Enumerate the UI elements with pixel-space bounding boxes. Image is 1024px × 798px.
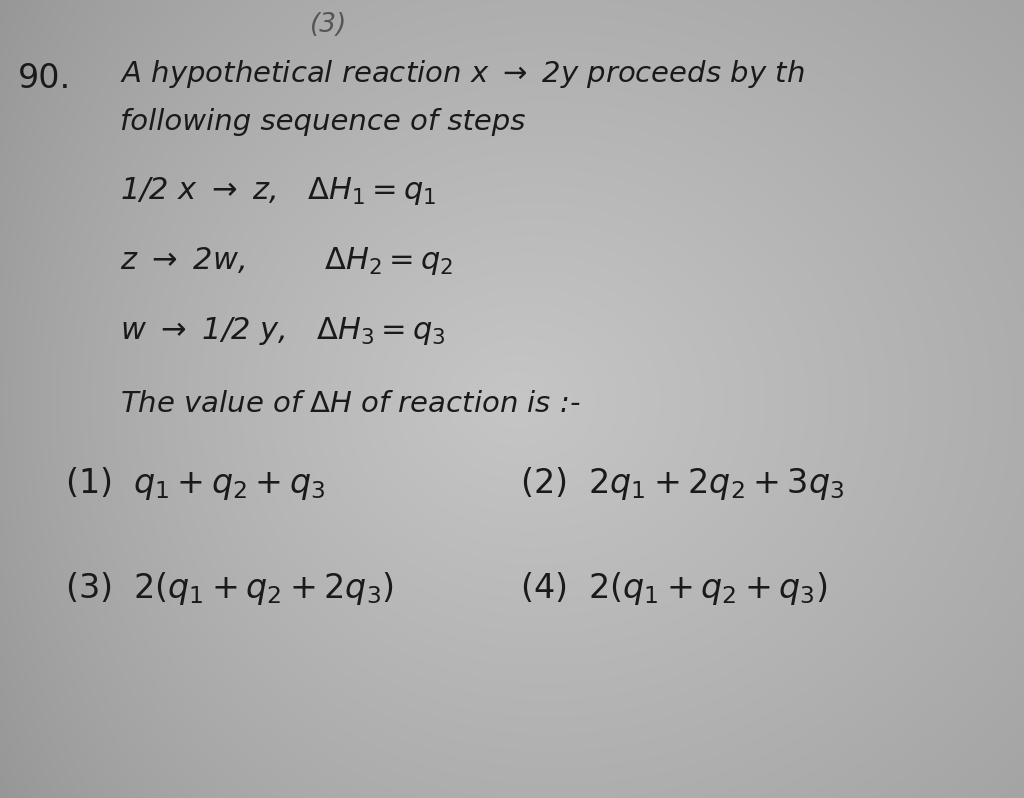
Text: $(1)$  $q_1 + q_2 + q_3$: $(1)$ $q_1 + q_2 + q_3$	[65, 465, 326, 502]
Text: The value of $\Delta H$ of reaction is :-: The value of $\Delta H$ of reaction is :…	[120, 390, 581, 418]
Text: w $\rightarrow$ 1/2 y,   $\Delta H_3 = q_3$: w $\rightarrow$ 1/2 y, $\Delta H_3 = q_3…	[120, 315, 445, 347]
Text: A hypothetical reaction x $\rightarrow$ 2y proceeds by th: A hypothetical reaction x $\rightarrow$ …	[120, 58, 805, 90]
Text: $(4)$  $2(q_1 + q_2 + q_3)$: $(4)$ $2(q_1 + q_2 + q_3)$	[520, 570, 827, 607]
Text: (3): (3)	[310, 12, 347, 38]
Text: $(2)$  $2q_1 + 2q_2 + 3q_3$: $(2)$ $2q_1 + 2q_2 + 3q_3$	[520, 465, 844, 502]
Text: z $\rightarrow$ 2w,        $\Delta H_2 = q_2$: z $\rightarrow$ 2w, $\Delta H_2 = q_2$	[120, 245, 453, 277]
Text: 90.: 90.	[18, 62, 72, 95]
Text: $(3)$  $2(q_1 + q_2 + 2q_3)$: $(3)$ $2(q_1 + q_2 + 2q_3)$	[65, 570, 394, 607]
Text: 1/2 x $\rightarrow$ z,   $\Delta H_1 = q_1$: 1/2 x $\rightarrow$ z, $\Delta H_1 = q_1…	[120, 175, 436, 207]
Text: following sequence of steps: following sequence of steps	[120, 108, 525, 136]
